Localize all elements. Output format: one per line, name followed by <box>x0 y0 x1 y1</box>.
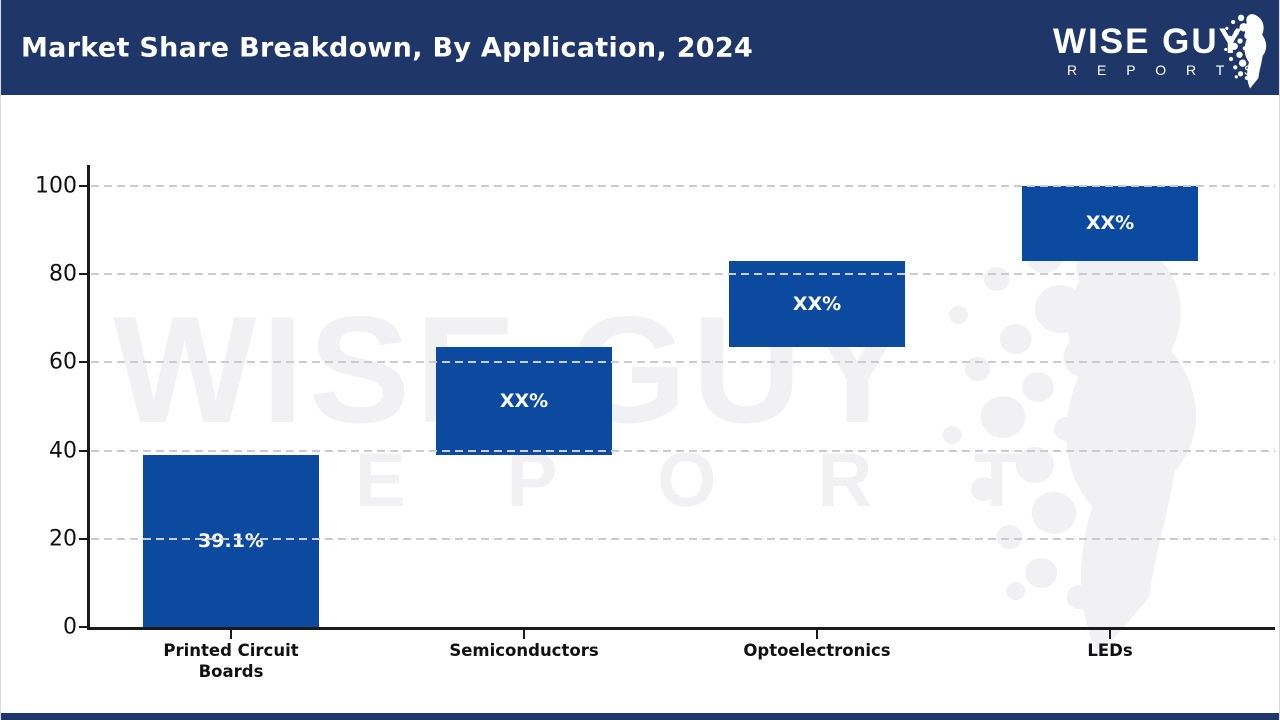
x-axis-spine <box>87 627 1275 630</box>
y-tick-mark <box>79 626 89 628</box>
y-tick-mark <box>79 449 89 452</box>
bar-value-label: XX% <box>792 292 842 315</box>
wiseguy-logo: WISE GUY R E P O R T S <box>1015 6 1267 90</box>
bar-value-label: 39.1% <box>198 529 264 552</box>
y-tick-mark <box>79 537 89 540</box>
bar-segment: XX% <box>729 260 905 347</box>
category-label: Semiconductors <box>449 641 599 660</box>
y-tick-label: 0 <box>63 614 77 640</box>
logo-subtitle: R E P O R T S <box>1067 62 1262 78</box>
gridline-80 <box>91 273 1275 276</box>
y-axis-spine <box>87 165 90 630</box>
bar-segment: XX% <box>436 346 612 455</box>
bar-value-label: XX% <box>1085 212 1135 235</box>
y-tick-mark <box>79 361 89 364</box>
bar-segment: XX% <box>1022 186 1198 261</box>
y-tick-mark <box>79 273 89 276</box>
gridline-100 <box>91 185 1275 187</box>
gridline-60 <box>91 361 1275 364</box>
header-bar: Market Share Breakdown, By Application, … <box>1 0 1279 95</box>
category-label: LEDs <box>1087 641 1133 660</box>
bar-segment: 39.1% <box>143 454 319 627</box>
y-tick-label: 40 <box>49 438 77 464</box>
logo-wordmark: WISE GUY <box>1053 22 1245 61</box>
footer-bar <box>1 713 1279 720</box>
y-tick-label: 100 <box>35 173 77 199</box>
category-label: Optoelectronics <box>743 641 891 660</box>
bar-value-label: XX% <box>499 389 549 412</box>
gridline-20 <box>91 537 1275 540</box>
y-tick-label: 60 <box>49 349 77 375</box>
x-tick-mark <box>523 630 525 639</box>
y-tick-mark <box>79 185 89 187</box>
chart-area: WISE GUY R E P O R T S 0 20 40 60 80 100 39.1%… <box>1 95 1279 713</box>
gridline-40 <box>91 449 1275 452</box>
category-label: Printed Circuit Boards <box>163 641 299 681</box>
x-tick-mark <box>816 630 818 639</box>
x-tick-mark <box>1109 630 1111 639</box>
y-tick-label: 20 <box>49 526 77 552</box>
chart-title: Market Share Breakdown, By Application, … <box>21 32 754 63</box>
x-tick-mark <box>230 630 232 639</box>
y-tick-label: 80 <box>49 261 77 287</box>
